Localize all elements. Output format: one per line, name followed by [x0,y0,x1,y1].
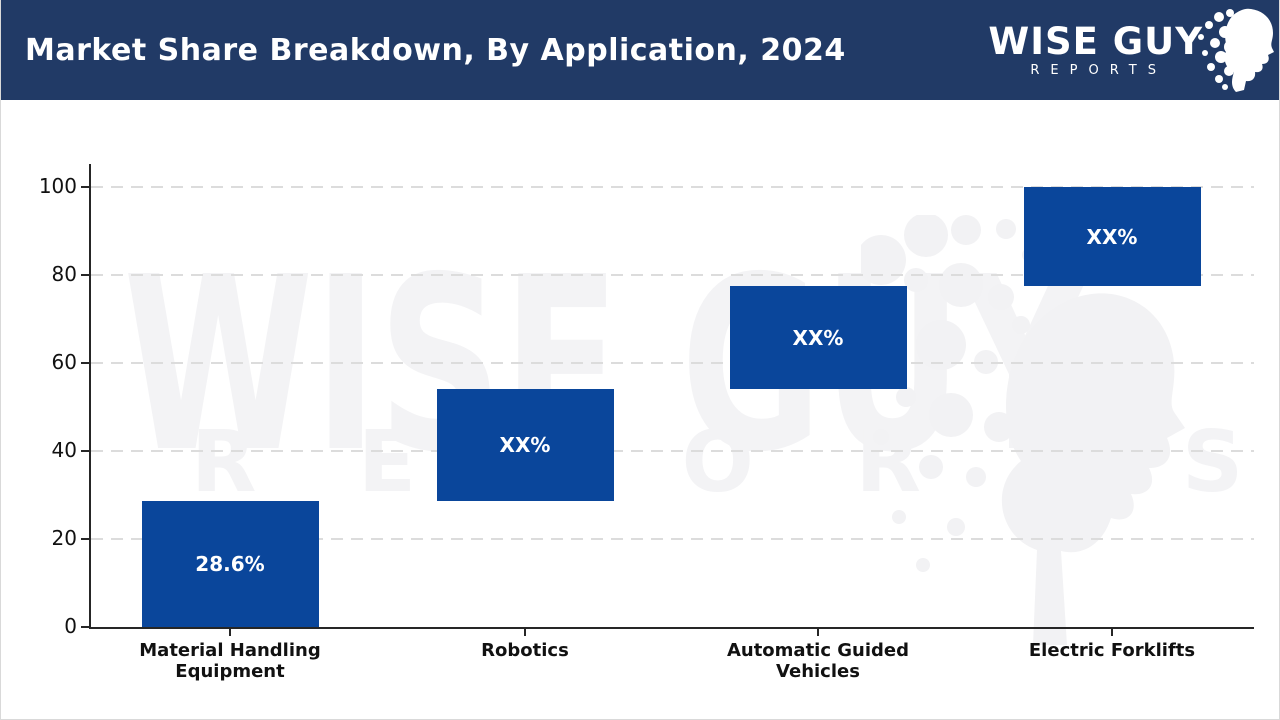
bar-segment: 28.6% [141,501,319,627]
y-gridline [91,450,1254,452]
x-category-label: Electric Forklifts [1028,640,1196,661]
y-tick-mark [81,626,89,628]
x-tick-mark [1111,629,1113,636]
brand-name: WISE GUY [988,19,1203,63]
x-category-label: Automatic Guided Vehicles [726,640,910,682]
y-tick-label: 20 [51,526,77,550]
y-tick-label: 0 [64,614,77,638]
x-tick-mark [817,629,819,636]
x-category-label: Material Handling Equipment [139,640,321,682]
y-tick-mark [81,362,89,364]
y-tick-label: 100 [38,174,77,198]
y-tick-label: 60 [51,350,77,374]
y-gridline [91,274,1254,276]
brand-head-icon [1198,8,1274,93]
y-tick-mark [81,186,89,188]
brand-logo: WISE GUY REPORTS [988,6,1275,94]
y-axis-line [89,164,91,629]
y-gridline [91,538,1254,540]
y-gridline [91,362,1254,364]
bar-value-label: XX% [1086,224,1138,249]
brand-subname: REPORTS [1030,62,1167,78]
x-tick-mark [229,629,231,636]
y-tick-mark [81,274,89,276]
watermark-face-dots [861,215,1185,645]
x-axis-line [89,627,1254,629]
y-tick-label: 40 [51,438,77,462]
x-category-label: Robotics [481,640,569,661]
bar-value-label: XX% [499,433,551,458]
bar-value-label: 28.6% [195,552,265,577]
y-tick-mark [81,450,89,452]
bar-value-label: XX% [792,325,844,350]
bar-segment: XX% [436,389,614,502]
bar-segment: XX% [729,286,907,390]
y-gridline [91,186,1254,188]
y-tick-label: 80 [51,262,77,286]
page-title: Market Share Breakdown, By Application, … [25,32,846,68]
header-bar: Market Share Breakdown, By Application, … [1,0,1279,100]
bar-segment: XX% [1023,187,1201,287]
y-tick-mark [81,538,89,540]
brand-logo-text: WISE GUY REPORTS [988,23,1203,78]
x-tick-mark [524,629,526,636]
